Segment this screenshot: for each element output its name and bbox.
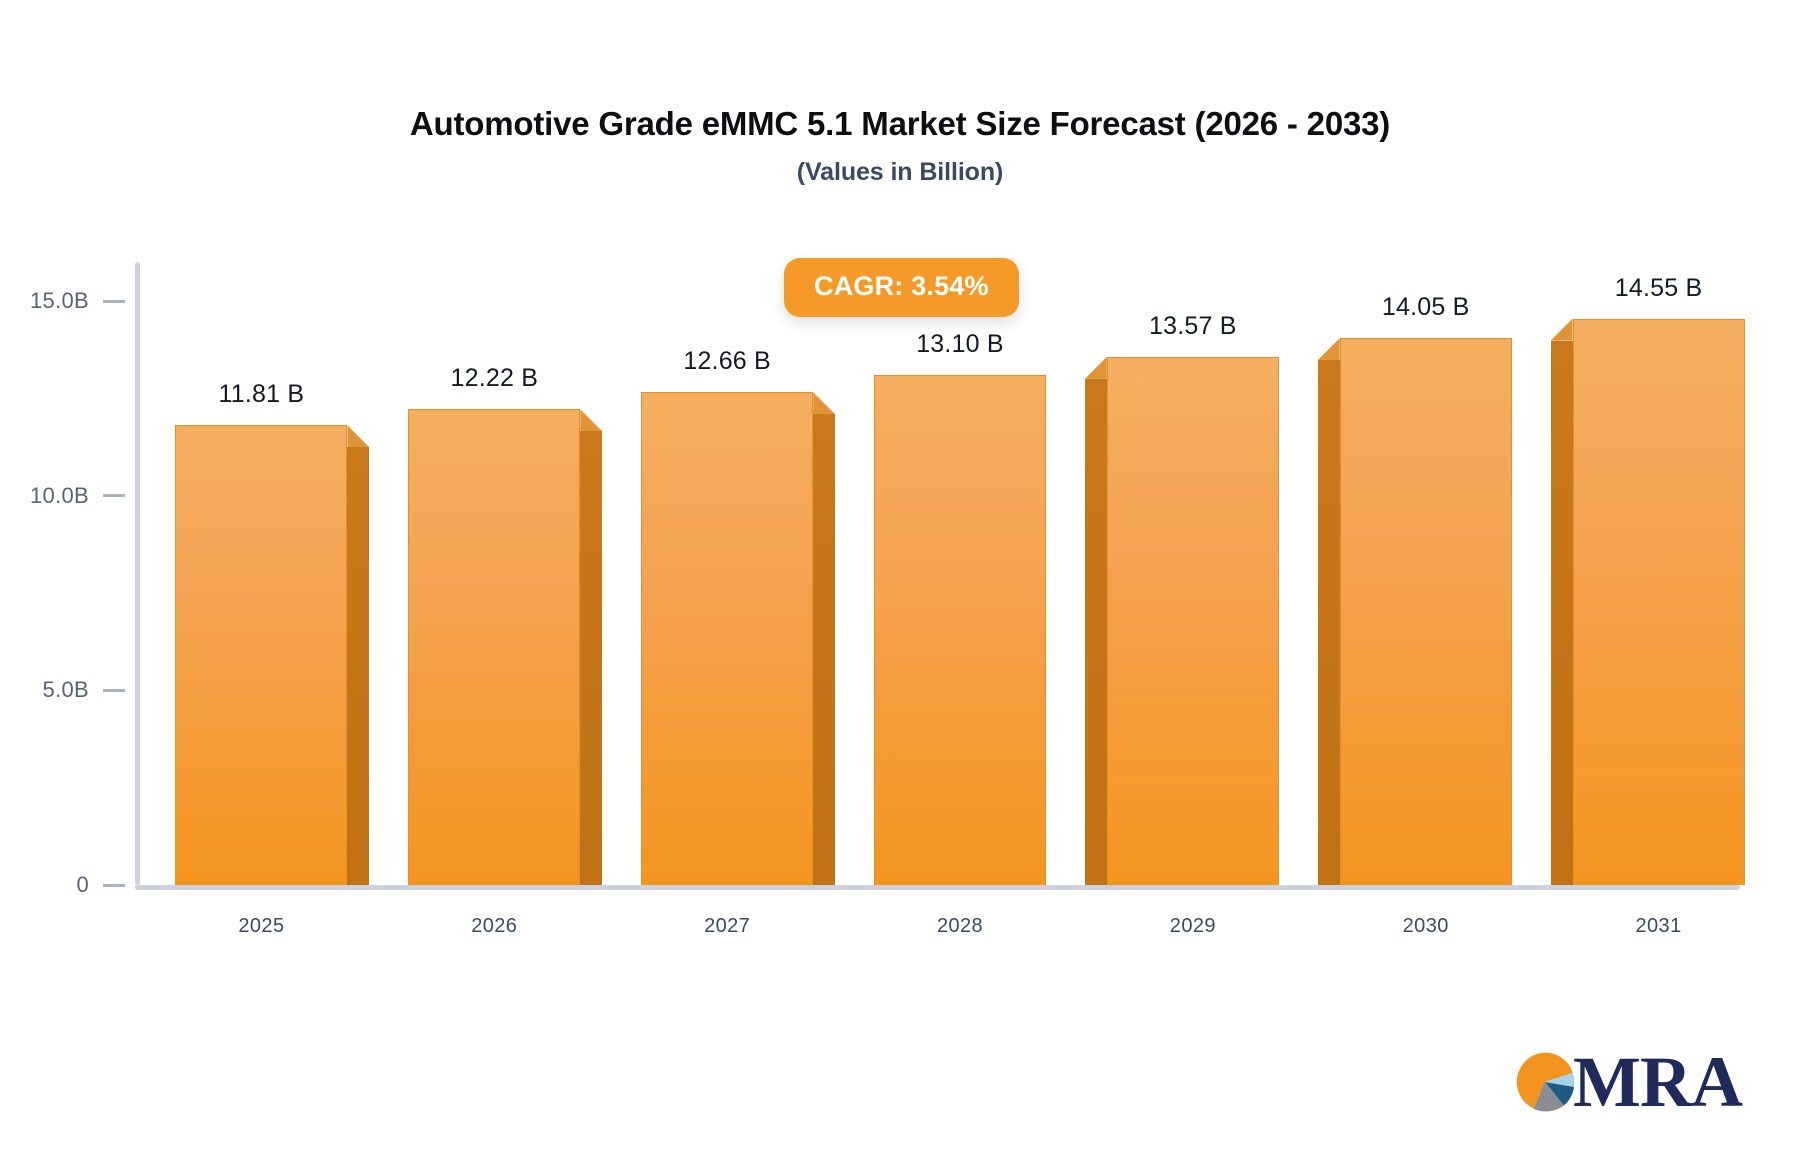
bar-value-label: 14.55 B [1614, 273, 1703, 302]
bar-front-face [1339, 338, 1512, 885]
bar-value-label: 13.10 B [916, 330, 1004, 359]
x-axis-tick-label: 2029 [1169, 915, 1216, 937]
cagr-badge: CAGR: 3.54% [784, 258, 1019, 317]
x-axis-tick-label: 2030 [1402, 915, 1449, 937]
bar-front-face [1572, 318, 1745, 885]
title-block: Automotive Grade eMMC 5.1 Market Size Fo… [0, 104, 1800, 187]
page-title: Automotive Grade eMMC 5.1 Market Size Fo… [409, 105, 1391, 142]
y-axis-line [135, 262, 140, 885]
bar-value-label: 12.22 B [450, 364, 539, 393]
bar-2026[interactable]: 12.22 B 2026 [408, 364, 603, 937]
bar-value-label: 13.57 B [1149, 311, 1237, 340]
bar-top-face [1084, 356, 1107, 379]
x-axis-tick-label: 2025 [238, 915, 285, 937]
bar-side-face [813, 414, 836, 885]
bar-2030[interactable]: 14.05 B 2030 [1317, 293, 1512, 937]
plot-area: 0 5.0B 10.0B 15.0B 11.81 B 2025 12.22 B 2026 12… [30, 262, 1765, 937]
bar-2025[interactable]: 11.81 B 2025 [175, 380, 370, 937]
y-axis-tick-mark [103, 299, 125, 303]
bar-series: 11.81 B 2025 12.22 B 2026 12.66 B 2027 13.10 B… [135, 262, 1765, 937]
y-axis-tick-mark [103, 883, 125, 887]
y-axis-tick: 10.0B [30, 483, 135, 509]
bar-2027[interactable]: 12.66 B 2027 [641, 347, 836, 937]
x-axis-line [135, 885, 1740, 890]
bar-front-face [641, 392, 814, 885]
y-axis-tick-label: 10.0B [30, 482, 89, 508]
y-axis-tick-label: 5.0B [42, 677, 89, 703]
bar-top-face [1550, 318, 1573, 341]
bar-side-face [1317, 360, 1340, 885]
x-axis-tick-label: 2027 [704, 915, 751, 937]
pie-chart-icon [1516, 1052, 1575, 1112]
bar-top-face [347, 425, 370, 448]
y-axis-tick: 5.0B [43, 677, 135, 703]
bar-side-face [1084, 378, 1107, 885]
bar-front-face [175, 425, 348, 885]
y-axis-tick-label: 15.0B [30, 288, 89, 314]
y-axis-tick-mark [103, 688, 125, 692]
bar-front-face [1106, 356, 1279, 885]
x-axis-tick-label: 2028 [936, 915, 984, 937]
bar-value-label: 12.66 B [683, 347, 771, 376]
bar-side-face [1550, 340, 1573, 885]
logo-text: MRA [1573, 1042, 1743, 1122]
bar-side-face [347, 447, 370, 885]
y-axis-tick-mark [103, 494, 125, 498]
bar-value-label: 14.05 B [1381, 293, 1470, 322]
y-axis-tick: 0 [76, 872, 135, 898]
bar-front-face [408, 409, 581, 885]
x-axis-tick-label: 2026 [471, 915, 518, 937]
y-axis-tick: 15.0B [30, 288, 135, 314]
bar-2031[interactable]: 14.55 B 2031 [1550, 274, 1745, 937]
y-axis-tick-label: 0 [76, 872, 89, 897]
x-axis-tick-label: 2031 [1635, 915, 1682, 937]
bar-2029[interactable]: 13.57 B 2029 [1084, 312, 1279, 937]
bar-value-label: 11.81 B [218, 380, 305, 409]
mra-logo: MRA [1513, 1042, 1743, 1122]
bar-top-face [1317, 338, 1340, 361]
chart-subtitle: (Values in Billion) [796, 157, 1004, 186]
bar-2028[interactable]: 13.10 B 2028 [874, 330, 1046, 937]
bar-side-face [580, 431, 603, 885]
bar-front-face [874, 375, 1046, 885]
bar-top-face [813, 392, 836, 415]
bar-top-face [580, 409, 603, 432]
